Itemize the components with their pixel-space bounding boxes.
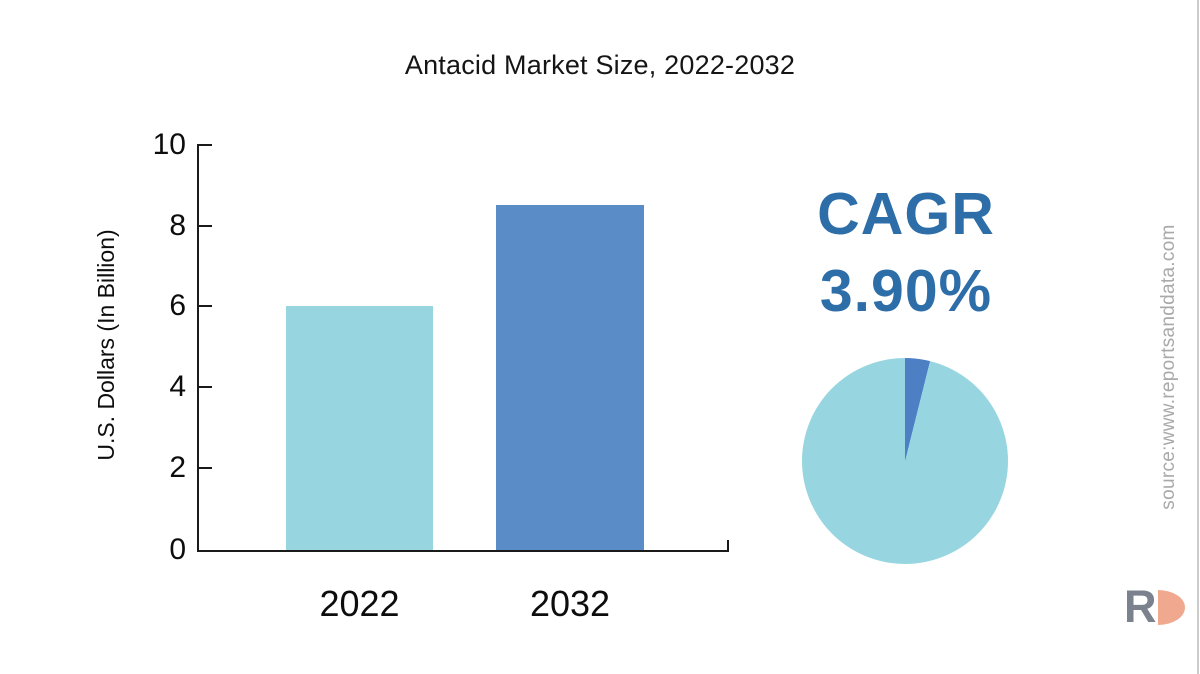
y-tick-mark <box>199 144 212 146</box>
cagr-label: CAGR <box>817 181 995 247</box>
y-tick-mark <box>199 305 212 307</box>
pie-chart <box>802 358 1008 564</box>
source-watermark: source:www.reportsanddata.com <box>1158 224 1179 510</box>
bar-chart-plot-area <box>199 144 727 550</box>
y-tick-label: 0 <box>169 533 186 566</box>
y-axis-line <box>197 144 199 552</box>
right-edge-border <box>1197 0 1199 674</box>
y-tick-label: 6 <box>169 289 186 322</box>
y-tick-label: 2 <box>169 451 186 484</box>
y-tick-label: 4 <box>169 370 186 403</box>
logo-d-icon <box>1158 590 1185 625</box>
y-tick-label: 8 <box>169 209 186 242</box>
reportsanddata-logo: R <box>1124 584 1194 629</box>
x-label-2032: 2032 <box>529 583 611 624</box>
x-label-2022: 2022 <box>319 583 400 624</box>
x-axis-line <box>197 550 729 552</box>
x-axis-end-tick <box>727 540 729 551</box>
cagr-value: 3.90% <box>819 258 993 324</box>
y-tick-label: 10 <box>152 128 186 161</box>
y-tick-mark <box>199 225 212 227</box>
y-tick-mark <box>199 467 212 469</box>
chart-title: Antacid Market Size, 2022-2032 <box>404 50 796 80</box>
bar-2022 <box>286 306 433 550</box>
y-axis-title: U.S. Dollars (In Billion) <box>93 229 119 461</box>
y-tick-mark <box>199 386 212 388</box>
logo-letter-r: R <box>1124 581 1157 632</box>
bar-2032 <box>496 205 644 550</box>
